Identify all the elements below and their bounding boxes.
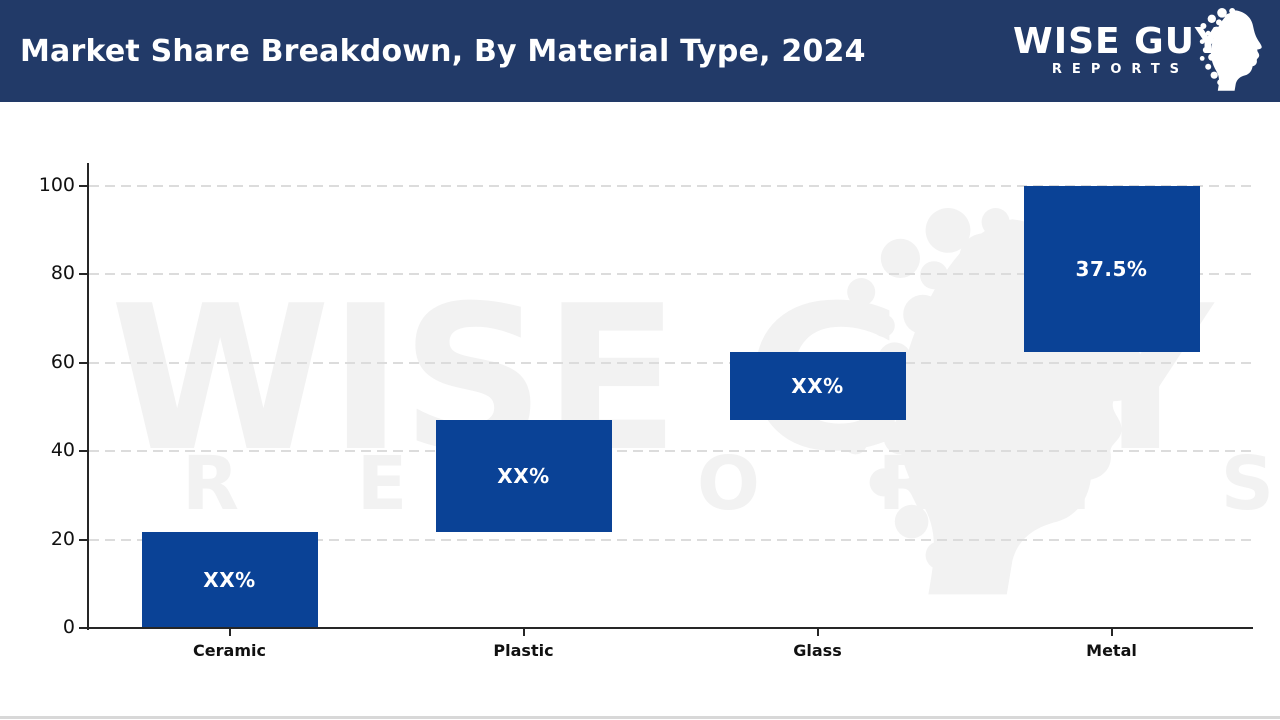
brand-logo: WISE GUY REPORTS	[1013, 8, 1274, 92]
x-tick-mark-metal	[1110, 629, 1113, 636]
gridline-20	[89, 538, 1253, 541]
bar-metal: 37.5%	[1023, 185, 1200, 352]
brand-logo-text: WISE GUY REPORTS	[1012, 20, 1222, 78]
y-tick-mark-0	[79, 627, 87, 629]
footer-divider	[0, 716, 1280, 719]
y-tick-label-80: 80	[50, 262, 75, 284]
bar-plastic: XX%	[435, 420, 612, 532]
x-category-label-ceramic: Ceramic	[193, 641, 266, 660]
bar-value-label-glass: XX%	[791, 373, 844, 398]
y-tick-mark-60	[79, 361, 87, 364]
page-title: Market Share Breakdown, By Material Type…	[20, 33, 866, 69]
gridline-80	[89, 273, 1253, 275]
y-tick-label-0: 0	[62, 616, 75, 638]
bar-value-label-plastic: XX%	[497, 463, 550, 488]
x-axis-line	[87, 627, 1253, 629]
bar-value-label-metal: 37.5%	[1075, 256, 1148, 281]
y-tick-label-40: 40	[50, 439, 75, 461]
x-category-label-plastic: Plastic	[493, 641, 554, 660]
y-tick-label-60: 60	[50, 350, 75, 373]
gridline-60	[89, 361, 1253, 364]
x-category-label-glass: Glass	[793, 641, 842, 660]
y-tick-label-100: 100	[38, 173, 75, 196]
brand-subtitle: REPORTS	[1051, 62, 1190, 78]
x-category-label-metal: Metal	[1086, 641, 1137, 660]
y-tick-mark-100	[79, 184, 87, 187]
x-tick-mark-glass	[816, 629, 819, 636]
brand-face-icon	[1199, 8, 1262, 91]
y-tick-label-20: 20	[50, 527, 75, 550]
header-bar: Market Share Breakdown, By Material Type…	[0, 0, 1280, 102]
bar-ceramic: XX%	[141, 531, 318, 628]
y-tick-mark-80	[79, 273, 87, 275]
brand-name: WISE GUY	[1012, 20, 1222, 62]
x-tick-mark-ceramic	[228, 629, 231, 636]
y-axis-line	[87, 163, 89, 630]
y-tick-mark-40	[79, 450, 87, 452]
bar-value-label-ceramic: XX%	[203, 567, 256, 592]
gridline-100	[89, 184, 1253, 187]
y-tick-mark-20	[79, 538, 87, 541]
x-tick-mark-plastic	[522, 629, 525, 636]
bar-glass: XX%	[729, 351, 906, 421]
gridline-40	[89, 450, 1253, 452]
